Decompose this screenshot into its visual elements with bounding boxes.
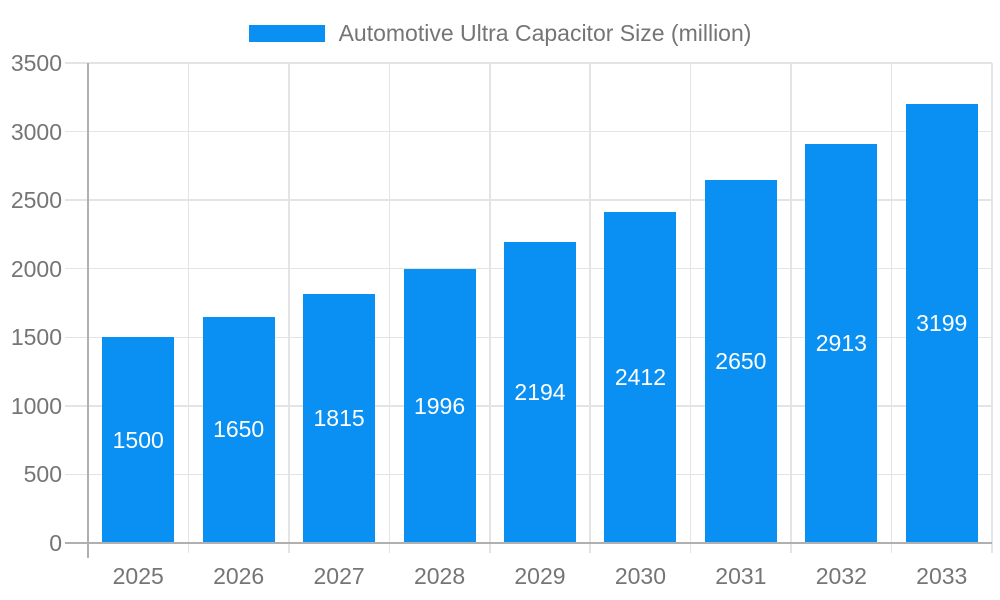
y-gridline [65,130,992,133]
x-axis-tick-label: 2028 [413,563,466,589]
bar: 1500 [102,337,175,543]
bar: 1815 [303,294,376,543]
y-axis-tick-label: 1500 [10,324,62,351]
x-gridline [991,63,993,553]
x-gridline [589,63,591,553]
plot-area: 0 500 1000 1500 2000 2500 3000 3500 1500 2025 1650… [11,50,993,589]
x-axis-tick-label: 2027 [313,563,365,589]
bar-value-label: 1996 [413,392,466,419]
bar-value-label: 1650 [213,416,265,443]
y-axis-tick-label: 2000 [10,255,62,282]
y-axis-line [87,63,89,558]
bar-value-label: 2194 [514,379,566,406]
y-axis-tick-label: 2500 [10,187,62,214]
bar: 3199 [905,104,978,543]
x-axis-tick-label: 2025 [112,563,164,589]
legend-swatch [248,24,325,42]
y-axis-tick-label: 3000 [10,118,62,145]
bar-value-label: 1500 [112,426,164,453]
bar: 2412 [604,212,677,543]
bar: 1650 [202,316,275,543]
y-gridline [65,199,992,201]
y-axis-tick-label: 0 [49,530,62,556]
bar: 2913 [805,143,878,543]
x-axis-tick-label: 2026 [213,563,265,589]
x-axis-tick-label: 2033 [916,563,968,589]
bar-value-label: 3199 [916,310,968,337]
x-gridline [689,63,692,553]
x-axis-tick-label: 2031 [715,563,767,589]
x-axis-tick-label: 2030 [614,563,667,589]
x-gridline [288,63,290,553]
bar-value-label: 2412 [614,364,667,391]
x-axis-tick-label: 2032 [815,563,867,589]
x-gridline [388,63,391,553]
bar: 2194 [504,242,576,543]
x-gridline [187,63,190,553]
bar-value-label: 1815 [313,405,365,432]
x-axis-line [65,542,992,544]
x-gridline [890,63,893,553]
x-gridline [790,63,792,553]
bar-value-label: 2913 [815,329,867,356]
legend: Automotive Ultra Capacitor Size (million… [0,16,1000,50]
y-axis-tick-label: 500 [23,461,62,488]
y-axis-tick-label: 1000 [10,392,62,419]
legend-label: Automotive Ultra Capacitor Size (million… [338,19,752,46]
y-axis-tick-label: 3500 [10,50,62,76]
bar-value-label: 2650 [715,347,767,374]
y-gridline [65,62,992,64]
x-gridline [489,63,491,553]
x-axis-tick-label: 2029 [514,563,566,589]
bar: 1996 [403,269,476,543]
bar: 2650 [704,179,777,543]
